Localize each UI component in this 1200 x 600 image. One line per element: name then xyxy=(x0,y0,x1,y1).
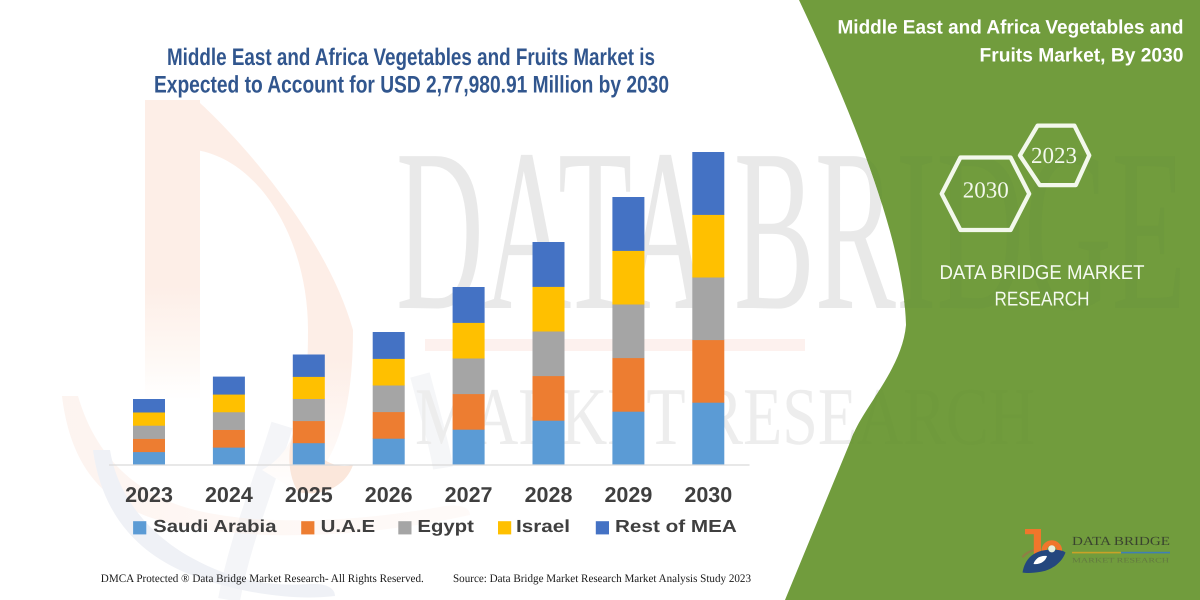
svg-text:DATA BRIDGE MARKET: DATA BRIDGE MARKET xyxy=(940,262,1145,284)
svg-text:2025: 2025 xyxy=(285,483,333,507)
svg-text:Egypt: Egypt xyxy=(417,516,474,536)
svg-text:MARKET RESEARCH: MARKET RESEARCH xyxy=(1072,557,1169,565)
svg-text:Israel: Israel xyxy=(516,516,570,536)
svg-text:Middle East and Africa Vegetab: Middle East and Africa Vegetables and xyxy=(838,17,1184,39)
svg-text:U.A.E: U.A.E xyxy=(321,516,376,536)
svg-text:Middle East and Africa Vegetab: Middle East and Africa Vegetables and Fr… xyxy=(167,44,655,71)
svg-text:Rest of MEA: Rest of MEA xyxy=(615,516,737,536)
svg-text:2023: 2023 xyxy=(1031,143,1077,168)
svg-text:Expected to Account for USD 2,: Expected to Account for USD 2,77,980.91 … xyxy=(154,72,669,99)
svg-text:DATA BRIDGE: DATA BRIDGE xyxy=(1072,534,1170,548)
svg-text:Source: Data Bridge Market Res: Source: Data Bridge Market Research Mark… xyxy=(453,573,751,585)
svg-text:2029: 2029 xyxy=(604,483,652,507)
svg-text:2027: 2027 xyxy=(445,483,493,507)
svg-text:2026: 2026 xyxy=(365,483,413,507)
svg-text:2030: 2030 xyxy=(684,483,732,507)
svg-text:Saudi Arabia: Saudi Arabia xyxy=(153,516,277,536)
svg-text:2023: 2023 xyxy=(125,483,173,507)
svg-text:2024: 2024 xyxy=(205,483,253,507)
svg-text:DMCA Protected ® Data Bridge M: DMCA Protected ® Data Bridge Market Rese… xyxy=(101,573,424,585)
svg-text:2028: 2028 xyxy=(525,483,573,507)
svg-text:RESEARCH: RESEARCH xyxy=(995,289,1090,311)
svg-text:Fruits Market, By 2030: Fruits Market, By 2030 xyxy=(980,45,1184,67)
svg-text:2030: 2030 xyxy=(963,178,1009,203)
